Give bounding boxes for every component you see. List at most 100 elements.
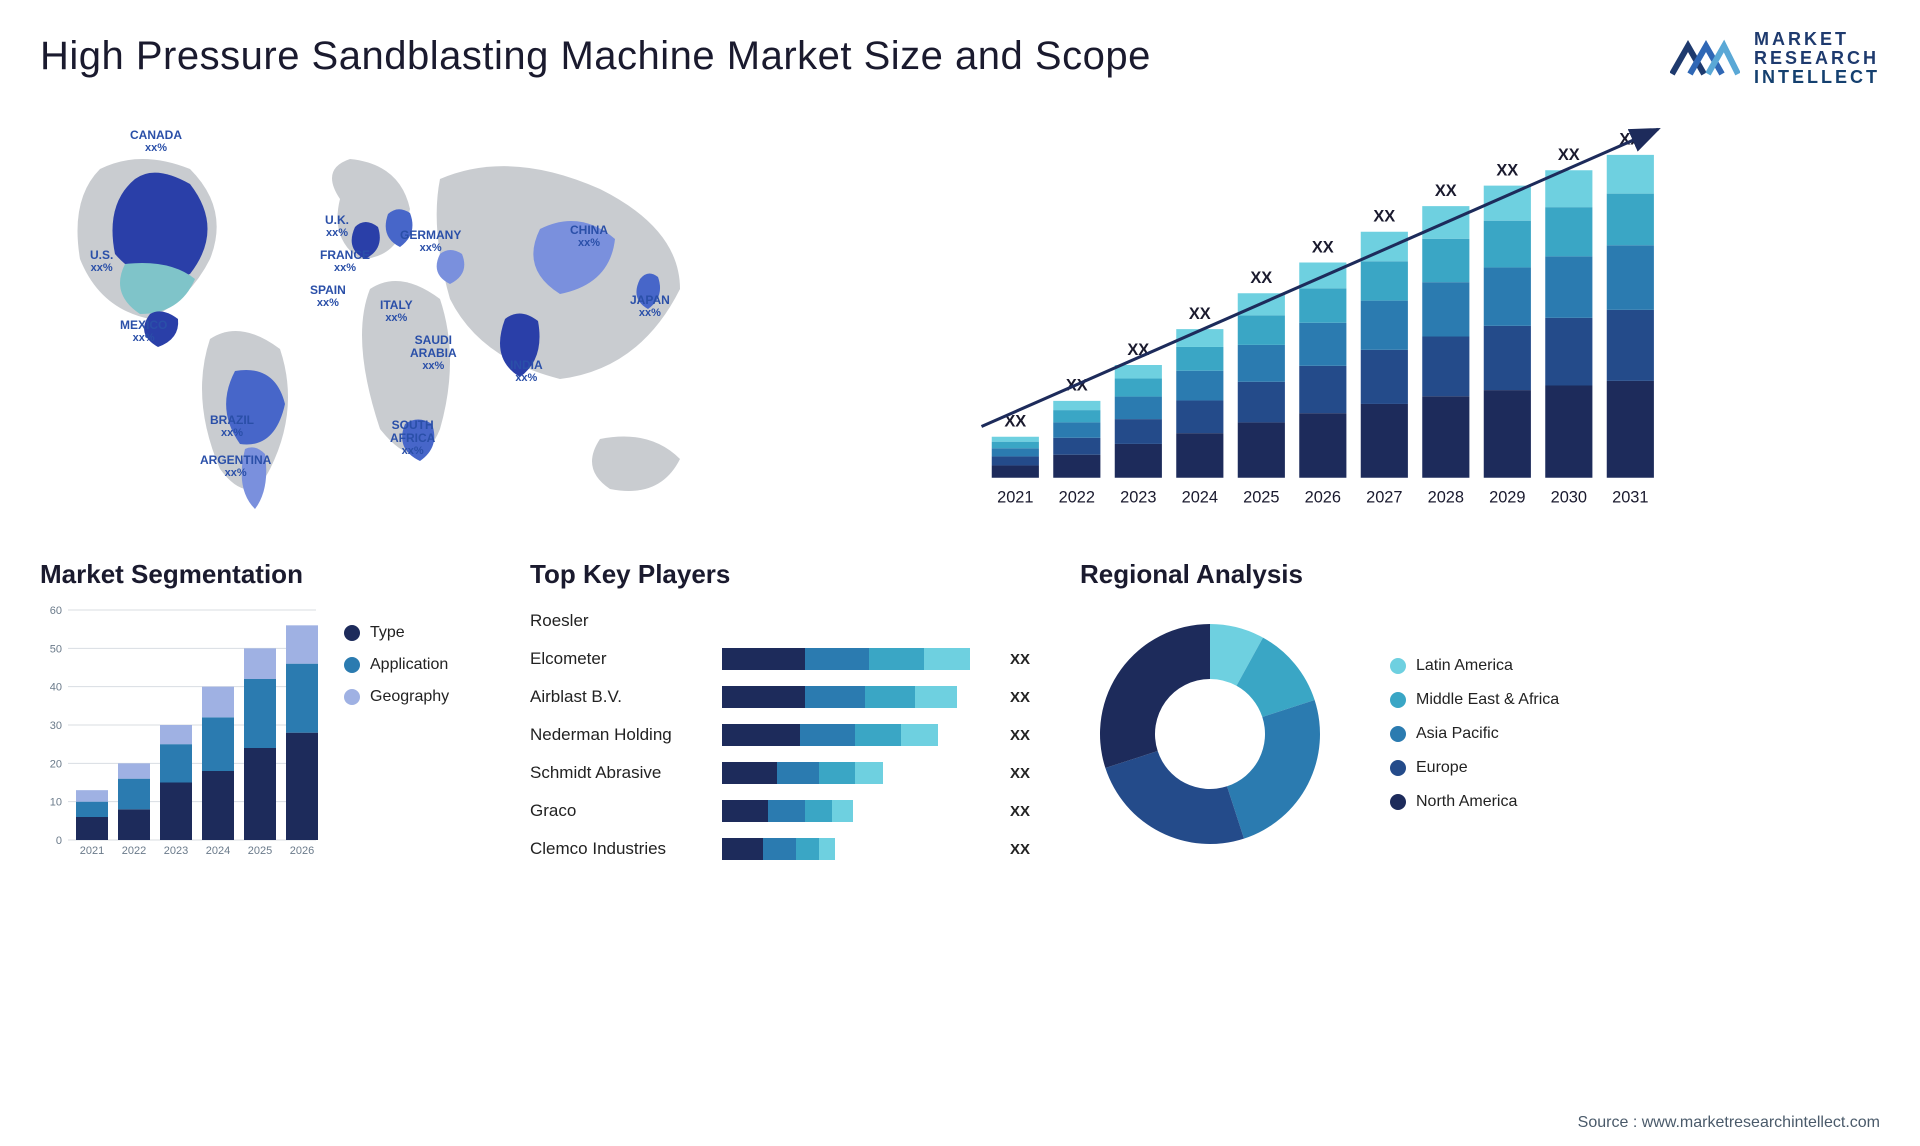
kp-bar-seg: [722, 724, 800, 746]
page-title: High Pressure Sandblasting Machine Marke…: [40, 34, 1151, 79]
kp-bar: [722, 648, 998, 670]
legend-dot-icon: [344, 657, 360, 673]
key-player-row: Schmidt Abrasive XX: [530, 756, 1050, 790]
kp-value: XX: [1010, 727, 1050, 744]
kp-bar-seg: [722, 762, 777, 784]
kp-bar-seg: [805, 686, 865, 708]
svg-text:2029: 2029: [1489, 488, 1525, 506]
kp-bar-seg: [805, 648, 869, 670]
kp-bar: [722, 686, 998, 708]
kp-value: XX: [1010, 765, 1050, 782]
kp-bar-seg: [865, 686, 916, 708]
regional-panel: Regional Analysis Latin America Middle E…: [1080, 559, 1880, 889]
svg-text:2023: 2023: [164, 845, 188, 857]
brand-mark-icon: [1670, 30, 1740, 86]
legend-label: Asia Pacific: [1416, 725, 1499, 743]
svg-text:XX: XX: [1373, 208, 1395, 226]
svg-text:XX: XX: [1189, 305, 1211, 323]
key-player-row: Graco XX: [530, 794, 1050, 828]
kp-bar-seg: [832, 800, 852, 822]
top-row: CANADAxx%U.S.xx%MEXICOxx%BRAZILxx%ARGENT…: [40, 109, 1880, 529]
legend-label: Geography: [370, 688, 449, 706]
kp-bar-seg: [722, 686, 805, 708]
key-player-row: Clemco Industries XX: [530, 832, 1050, 866]
map-label: SOUTHAFRICAxx%: [390, 419, 435, 457]
kp-name: Nederman Holding: [530, 725, 710, 745]
map-label: CANADAxx%: [130, 129, 182, 154]
key-player-row: Airblast B.V. XX: [530, 680, 1050, 714]
kp-bar-seg: [855, 724, 901, 746]
svg-text:2022: 2022: [1059, 488, 1095, 506]
svg-text:XX: XX: [1496, 161, 1518, 179]
svg-text:60: 60: [50, 605, 62, 617]
key-player-row: Nederman Holding XX: [530, 718, 1050, 752]
brand-logo: MARKET RESEARCH INTELLECT: [1670, 30, 1880, 87]
source-line: Source : www.marketresearchintellect.com: [1578, 1114, 1880, 1132]
map-label: U.K.xx%: [325, 214, 349, 239]
kp-value: XX: [1010, 651, 1050, 668]
map-label: FRANCExx%: [320, 249, 370, 274]
growth-chart-svg: XX2021XX2022XX2023XX2024XX2025XX2026XX20…: [790, 119, 1870, 529]
map-label: MEXICOxx%: [120, 319, 167, 344]
kp-bar: [722, 800, 998, 822]
kp-bar-seg: [722, 648, 805, 670]
key-players-list: Roesler Elcometer XX Airblast B.V. XX Ne…: [530, 604, 1050, 866]
brand-line-2: RESEARCH: [1754, 49, 1880, 68]
kp-name: Airblast B.V.: [530, 687, 710, 707]
svg-text:2024: 2024: [1182, 488, 1218, 506]
kp-bar-seg: [869, 648, 924, 670]
regional-donut: [1080, 604, 1360, 864]
kp-name: Roesler: [530, 611, 710, 631]
kp-bar-seg: [722, 838, 763, 860]
svg-text:0: 0: [56, 835, 62, 847]
legend-item: Application: [344, 656, 449, 674]
map-label: SPAINxx%: [310, 284, 346, 309]
bottom-row: Market Segmentation 01020304050602021202…: [40, 559, 1880, 889]
kp-bar-seg: [819, 762, 856, 784]
map-label: U.S.xx%: [90, 249, 113, 274]
svg-text:2026: 2026: [1305, 488, 1341, 506]
legend-dot-icon: [1390, 658, 1406, 674]
kp-name: Graco: [530, 801, 710, 821]
kp-bar-seg: [819, 838, 836, 860]
kp-bar-seg: [805, 800, 833, 822]
map-label: JAPANxx%: [630, 294, 670, 319]
segmentation-legend: Type Application Geography: [344, 604, 449, 889]
svg-text:2030: 2030: [1551, 488, 1587, 506]
svg-text:2023: 2023: [1120, 488, 1156, 506]
svg-text:10: 10: [50, 797, 62, 809]
svg-text:2022: 2022: [122, 845, 146, 857]
legend-label: Type: [370, 624, 405, 642]
brand-line-3: INTELLECT: [1754, 68, 1880, 87]
kp-bar-seg: [800, 724, 855, 746]
kp-name: Clemco Industries: [530, 839, 710, 859]
map-label: CHINAxx%: [570, 224, 608, 249]
legend-label: Europe: [1416, 759, 1468, 777]
kp-bar-seg: [768, 800, 805, 822]
kp-bar: [722, 724, 998, 746]
svg-text:2026: 2026: [290, 845, 314, 857]
kp-bar: [722, 762, 998, 784]
growth-chart: XX2021XX2022XX2023XX2024XX2025XX2026XX20…: [780, 109, 1880, 529]
key-players-panel: Top Key Players Roesler Elcometer XX Air…: [530, 559, 1050, 889]
legend-item: Middle East & Africa: [1390, 691, 1559, 709]
legend-item: Type: [344, 624, 449, 642]
kp-bar-seg: [915, 686, 956, 708]
kp-bar-seg: [796, 838, 819, 860]
svg-text:2024: 2024: [206, 845, 230, 857]
legend-label: Middle East & Africa: [1416, 691, 1559, 709]
legend-dot-icon: [1390, 692, 1406, 708]
svg-text:30: 30: [50, 720, 62, 732]
svg-text:2021: 2021: [80, 845, 104, 857]
kp-value: XX: [1010, 803, 1050, 820]
donut-svg: [1080, 604, 1340, 864]
legend-item: North America: [1390, 793, 1559, 811]
legend-dot-icon: [1390, 726, 1406, 742]
map-label: SAUDIARABIAxx%: [410, 334, 457, 372]
svg-text:2031: 2031: [1612, 488, 1648, 506]
map-label: BRAZILxx%: [210, 414, 254, 439]
kp-bar-seg: [777, 762, 818, 784]
kp-value: XX: [1010, 841, 1050, 858]
svg-text:XX: XX: [1312, 238, 1334, 256]
kp-bar-seg: [924, 648, 970, 670]
